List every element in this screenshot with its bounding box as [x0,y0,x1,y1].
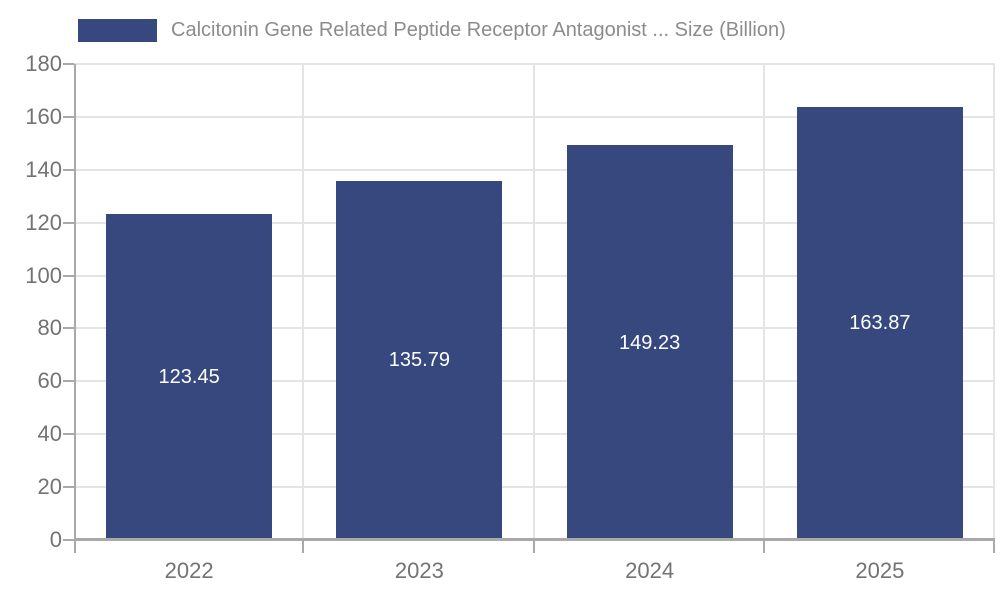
y-tick [63,221,74,224]
y-tick [63,274,74,277]
y-gridline [74,486,995,489]
y-gridline [74,221,995,224]
x-tick [762,540,765,553]
x-tick [993,540,995,553]
y-gridline [74,63,995,65]
x-tick-label: 2023 [394,558,444,583]
y-tick [63,539,74,541]
y-gridline [74,168,995,171]
legend-label: Calcitonin Gene Related Peptide Receptor… [171,19,786,41]
bar: 123.45 [106,213,273,540]
y-tick [63,168,74,171]
x-gridline [302,64,305,540]
y-tick-label: 40 [37,421,62,447]
x-tick-label: 2022 [164,558,214,583]
y-tick [63,327,74,330]
legend-swatch [78,18,157,42]
y-tick [63,115,74,118]
x-tick [74,540,76,553]
y-gridline [74,327,995,330]
y-tick-label: 20 [37,474,62,500]
bar: 163.87 [796,106,963,540]
y-tick [63,63,74,65]
chart-legend: Calcitonin Gene Related Peptide Receptor… [78,18,786,42]
x-tick [302,540,305,553]
y-tick-label: 100 [25,262,62,288]
y-tick [63,433,74,436]
y-tick-label: 140 [25,156,62,182]
x-tick-label: 2025 [855,558,905,583]
y-tick-label: 0 [49,527,62,552]
bar-value-label: 123.45 [158,365,220,388]
bar: 149.23 [566,145,733,540]
y-tick-label: 80 [37,315,62,341]
bar-value-label: 149.23 [619,331,681,354]
plot-area: 0 20 40 60 80 100 120 140 160 180 123.45 2022 135.79… [25,51,995,583]
x-tick [532,540,535,553]
x-gridline [762,64,765,540]
bar-value-label: 163.87 [849,312,911,335]
x-gridline [993,64,995,540]
y-tick [63,380,74,383]
y-axis-line [74,64,76,540]
y-tick-label: 180 [25,51,62,76]
y-tick-label: 160 [25,103,62,129]
y-gridline [74,380,995,383]
x-gridline [532,64,535,540]
y-gridline [74,274,995,277]
y-gridline [74,433,995,436]
x-tick-label: 2024 [625,558,675,583]
bar-value-label: 135.79 [388,349,450,372]
y-tick-label: 60 [37,368,62,394]
bar: 135.79 [336,180,503,540]
y-tick-label: 120 [25,209,62,235]
y-tick [63,486,74,489]
y-gridline [74,115,995,118]
x-axis-line [74,538,995,541]
